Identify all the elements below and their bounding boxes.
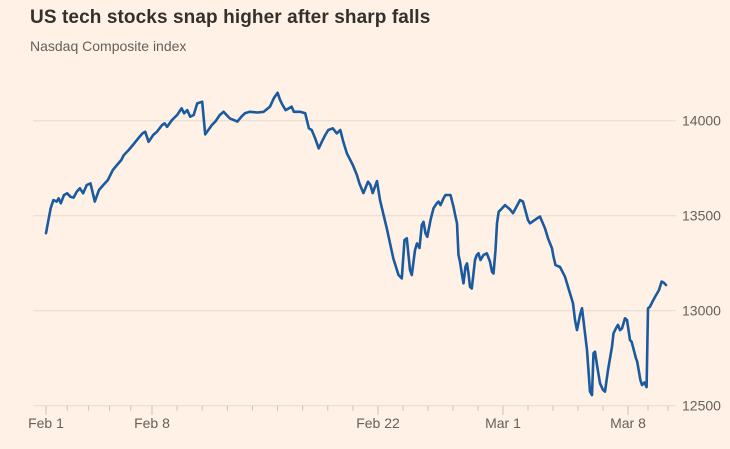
y-axis-label: 12500: [682, 398, 721, 414]
x-axis-label: Feb 22: [356, 415, 400, 431]
chart-header: US tech stocks snap higher after sharp f…: [30, 7, 430, 54]
y-axis-label: 14000: [682, 113, 721, 129]
chart-title: US tech stocks snap higher after sharp f…: [30, 7, 431, 28]
y-axis-label: 13000: [682, 303, 721, 319]
price-line: [44, 91, 668, 397]
y-axis-label: 13500: [682, 208, 721, 224]
x-axis-label: Feb 1: [28, 415, 64, 431]
x-axis-label: Mar 1: [485, 415, 521, 431]
chart-subtitle: Nasdaq Composite index: [30, 38, 187, 54]
x-axis-label: Mar 8: [610, 415, 646, 431]
x-axis-label: Feb 8: [134, 415, 170, 431]
